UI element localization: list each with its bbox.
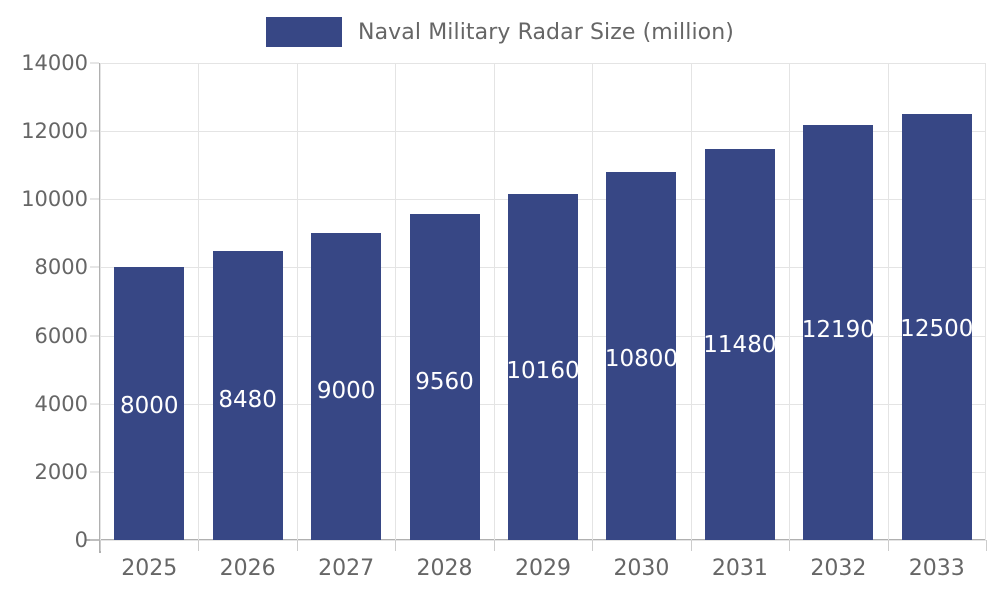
y-axis-tick-mark	[90, 130, 99, 132]
bar[interactable]	[311, 233, 382, 540]
x-axis-tick-label: 2032	[810, 556, 867, 581]
legend-label: Naval Military Radar Size (million)	[358, 19, 734, 45]
x-axis-tick-label: 2028	[416, 556, 473, 581]
bar-value-label: 12190	[801, 317, 875, 344]
x-axis-tick-label: 2027	[318, 556, 375, 581]
y-axis-tick-mark	[90, 198, 99, 200]
x-axis-tick-mark	[100, 540, 101, 551]
bar-value-label: 9000	[316, 378, 376, 405]
x-gridline	[296, 63, 298, 540]
y-gridline	[100, 63, 986, 64]
bar[interactable]	[704, 148, 775, 540]
y-axis-tick-label: 0	[74, 528, 88, 552]
bar[interactable]	[606, 172, 677, 540]
x-gridline	[100, 63, 101, 540]
y-axis-tick-label: 4000	[34, 391, 88, 416]
bar[interactable]	[508, 193, 578, 540]
y-axis-tick-label: 8000	[34, 255, 88, 280]
x-axis-tick-label: 2033	[908, 556, 965, 581]
y-gridline	[100, 131, 986, 133]
bar-value-label: 10800	[604, 345, 679, 372]
x-axis-tick-label: 2026	[219, 556, 276, 581]
y-axis-tick-label: 12000	[21, 119, 88, 144]
y-axis-tick-label: 10000	[21, 187, 88, 212]
y-axis-tick-label: 2000	[34, 459, 88, 484]
x-axis-tick-mark	[296, 540, 298, 551]
x-gridline	[690, 63, 692, 540]
y-gridline	[100, 540, 986, 541]
bar-value-label: 11480	[703, 331, 777, 358]
x-axis-tick-mark	[789, 540, 791, 551]
chart-legend: Naval Military Radar Size (million)	[0, 10, 1000, 54]
bar-value-label: 8000	[119, 393, 179, 420]
bar[interactable]	[803, 124, 874, 540]
y-axis-tick-mark	[90, 403, 99, 405]
x-axis-tick-mark	[690, 540, 692, 551]
x-gridline	[198, 63, 200, 540]
x-axis-tick-label: 2031	[711, 556, 768, 581]
x-gridline	[592, 63, 594, 540]
x-axis-tick-mark	[592, 540, 594, 551]
x-axis-tick-label: 2029	[515, 556, 571, 581]
x-axis-tick-mark	[986, 540, 987, 551]
y-axis-tick-mark	[90, 539, 99, 541]
x-gridline	[789, 63, 791, 540]
bar-value-label: 9560	[415, 368, 474, 395]
y-axis-tick-mark	[90, 266, 99, 268]
legend-color-swatch	[266, 17, 343, 47]
x-axis-tick-label: 2030	[613, 556, 670, 581]
bar[interactable]	[901, 114, 972, 540]
y-axis-tick-mark	[90, 335, 99, 337]
x-axis-tick-mark	[887, 540, 889, 551]
x-gridline	[395, 63, 397, 540]
y-axis-tick-mark	[90, 471, 99, 473]
bar[interactable]	[114, 267, 185, 540]
bar[interactable]	[212, 251, 283, 540]
bar[interactable]	[409, 214, 480, 540]
x-axis-tick-mark	[395, 540, 397, 551]
y-axis-tick-label: 6000	[34, 323, 88, 348]
x-axis-tick-mark	[493, 540, 495, 551]
x-gridline	[887, 63, 889, 540]
x-axis-tick-label: 2025	[121, 556, 178, 581]
x-gridline	[493, 63, 495, 540]
plot-area: 8000 8480 9000 9560 10160 10800 11480 12190 1250…	[100, 63, 986, 541]
bar-value-label: 12500	[900, 316, 974, 343]
bar-value-label: 8480	[218, 386, 277, 413]
bar-value-label: 10160	[506, 357, 580, 384]
x-gridline	[985, 63, 986, 540]
y-axis-tick-mark	[90, 62, 99, 64]
x-axis-tick-mark	[198, 540, 200, 551]
y-axis-tick-label: 14000	[21, 51, 88, 75]
